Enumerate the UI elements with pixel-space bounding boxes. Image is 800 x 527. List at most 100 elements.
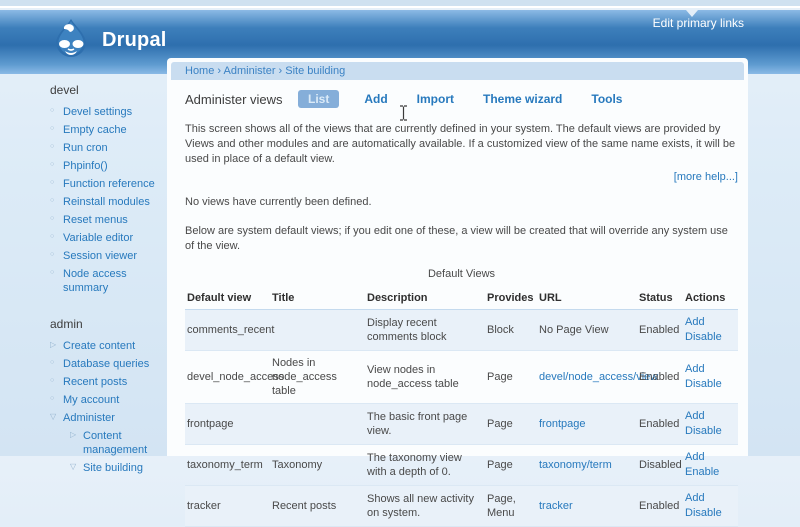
sidebar-link-administer[interactable]: Administer [63, 412, 115, 424]
url-text: No Page View [539, 324, 609, 336]
sidebar-link-run-cron[interactable]: Run cron [63, 142, 108, 154]
url-link[interactable]: taxonomy/term [539, 459, 612, 471]
sidebar-link-node-access-summary[interactable]: Node access summary [63, 268, 127, 294]
cell-actions: Add Enable [683, 444, 738, 486]
cell-url: devel/node_access/view [537, 350, 658, 404]
sidebar-item-my-account[interactable]: ○ My account [50, 391, 167, 409]
sidebar-link-phpinfo[interactable]: Phpinfo() [63, 160, 108, 172]
sidebar-item-run-cron[interactable]: ○ Run cron [50, 139, 167, 157]
cell-status: Enabled [637, 485, 683, 527]
sidebar-item-database-queries[interactable]: ○ Database queries [50, 355, 167, 373]
sidebar-link-database-queries[interactable]: Database queries [63, 358, 150, 370]
action-link-add[interactable]: Add [685, 492, 705, 504]
tab-list[interactable]: List [298, 90, 340, 108]
sidebar-link-recent-posts[interactable]: Recent posts [63, 376, 128, 388]
primary-links-tab-arrow-icon [686, 10, 698, 17]
views-table-body: comments_recent Display recent comments b… [185, 309, 738, 527]
circle-bullet-icon: ○ [50, 359, 55, 366]
breadcrumb-link-site-building[interactable]: Site building [285, 65, 346, 77]
action-link-add[interactable]: Add [685, 451, 705, 463]
action-link-disable[interactable]: Disable [685, 507, 722, 519]
sidebar-item-reset-menus[interactable]: ○ Reset menus [50, 211, 167, 229]
sidebar-link-reset-menus[interactable]: Reset menus [63, 214, 128, 226]
breadcrumb-link-home[interactable]: Home [185, 65, 215, 77]
column-header-status: Status [637, 287, 683, 310]
sidebar-item-reinstall-modules[interactable]: ○ Reinstall modules [50, 193, 167, 211]
table-row-frontpage: frontpage The basic front page view. Page f… [185, 403, 738, 445]
action-link-disable[interactable]: Disable [685, 425, 722, 437]
sidebar-link-variable-editor[interactable]: Variable editor [63, 232, 134, 244]
content-inner: Administer views List Add Import Theme wiza… [171, 80, 744, 527]
action-link-add[interactable]: Add [685, 316, 705, 328]
sidebar-item-empty-cache[interactable]: ○ Empty cache [50, 121, 167, 139]
edit-primary-links-link[interactable]: Edit primary links [652, 16, 744, 30]
sidebar-link-devel-settings[interactable]: Devel settings [63, 106, 133, 118]
sidebar-item-devel-settings[interactable]: ○ Devel settings [50, 103, 167, 121]
cell-url: No Page View [537, 309, 637, 351]
views-table: Default view Title Description Provides URL S… [185, 287, 738, 527]
action-link-add[interactable]: Add [685, 410, 705, 422]
content-box: Home › Administer › Site building Admini… [167, 58, 748, 527]
sidebar-link-site-building[interactable]: Site building [83, 462, 143, 474]
sidebar-item-content-management[interactable]: ▷ Content management [70, 427, 167, 459]
cell-description: The taxonomy view with a depth of 0. [365, 444, 485, 486]
sidebar: devel ○ Devel settings ○ Empty cache ○ Run cro… [0, 74, 167, 474]
sidebar-item-site-building[interactable]: ▽ Site building [70, 459, 167, 477]
tab-import[interactable]: Import [416, 92, 455, 106]
cell-provides: Page [485, 350, 537, 404]
cell-status: Enabled [637, 309, 683, 351]
sidebar-link-empty-cache[interactable]: Empty cache [63, 124, 127, 136]
sidebar-item-recent-posts[interactable]: ○ Recent posts [50, 373, 167, 391]
sidebar-item-create-content[interactable]: ▷ Create content [50, 337, 167, 355]
sidebar-link-reinstall-modules[interactable]: Reinstall modules [63, 196, 150, 208]
circle-bullet-icon: ○ [50, 251, 55, 258]
action-link-disable[interactable]: Disable [685, 331, 722, 343]
title-row: Administer views List Add Import Theme wiza… [185, 90, 736, 108]
sidebar-link-content-management[interactable]: Content management [83, 430, 148, 456]
sidebar-link-session-viewer[interactable]: Session viewer [63, 250, 137, 262]
circle-bullet-icon: ○ [50, 161, 55, 168]
sidebar-item-session-viewer[interactable]: ○ Session viewer [50, 247, 167, 265]
action-link-add[interactable]: Add [685, 363, 705, 375]
circle-bullet-icon: ○ [50, 233, 55, 240]
sidebar-item-administer[interactable]: ▽ Administer [50, 409, 167, 427]
sidebar-item-node-access-summary[interactable]: ○ Node access summary [50, 265, 167, 297]
url-link[interactable]: tracker [539, 500, 573, 512]
url-link[interactable]: frontpage [539, 418, 586, 430]
tab-add[interactable]: Add [364, 92, 388, 106]
more-help-link[interactable]: [more help...] [673, 171, 738, 183]
column-header-default-view: Default view [185, 287, 270, 310]
sidebar-link-function-reference[interactable]: Function reference [63, 178, 155, 190]
sidebar-item-function-reference[interactable]: ○ Function reference [50, 175, 167, 193]
sidebar-item-phpinfo[interactable]: ○ Phpinfo() [50, 157, 167, 175]
table-row-devel-node-access: devel_node_access Nodes in node_access ta… [185, 350, 738, 404]
cell-provides: Block [485, 309, 537, 351]
tab-tools[interactable]: Tools [591, 92, 623, 106]
url-link[interactable]: devel/node_access/view [539, 371, 659, 383]
action-link-enable[interactable]: Enable [685, 466, 720, 478]
tab-theme-wizard[interactable]: Theme wizard [483, 92, 563, 106]
cell-provides: Page, Menu [485, 485, 537, 527]
action-link-disable[interactable]: Disable [685, 378, 722, 390]
cell-actions: Add Disable [683, 309, 738, 351]
cell-default-view: taxonomy_term [185, 444, 270, 486]
triangle-expanded-icon: ▽ [70, 462, 77, 471]
logo-wrap[interactable]: Drupal [52, 18, 167, 62]
cell-default-view: devel_node_access [185, 350, 284, 404]
circle-bullet-icon: ○ [50, 107, 55, 114]
sidebar-link-create-content[interactable]: Create content [63, 340, 136, 352]
cell-default-view: comments_recent [185, 309, 274, 351]
column-header-url: URL [537, 287, 637, 310]
column-header-actions: Actions [683, 287, 738, 310]
cell-status: Enabled [637, 403, 683, 445]
sidebar-menu: ▷ Create content ○ Database queries ○ Recent … [50, 337, 167, 477]
circle-bullet-icon: ○ [50, 395, 55, 402]
breadcrumb-separator: › [214, 65, 224, 77]
sidebar-menu: ○ Devel settings ○ Empty cache ○ Run cron ○ Php… [50, 103, 167, 297]
cell-title [270, 403, 365, 445]
cell-status: Disabled [637, 444, 683, 486]
breadcrumb-link-administer[interactable]: Administer [223, 65, 276, 77]
sidebar-link-my-account[interactable]: My account [63, 394, 120, 406]
sidebar-item-variable-editor[interactable]: ○ Variable editor [50, 229, 167, 247]
triangle-expanded-icon: ▽ [50, 412, 57, 421]
